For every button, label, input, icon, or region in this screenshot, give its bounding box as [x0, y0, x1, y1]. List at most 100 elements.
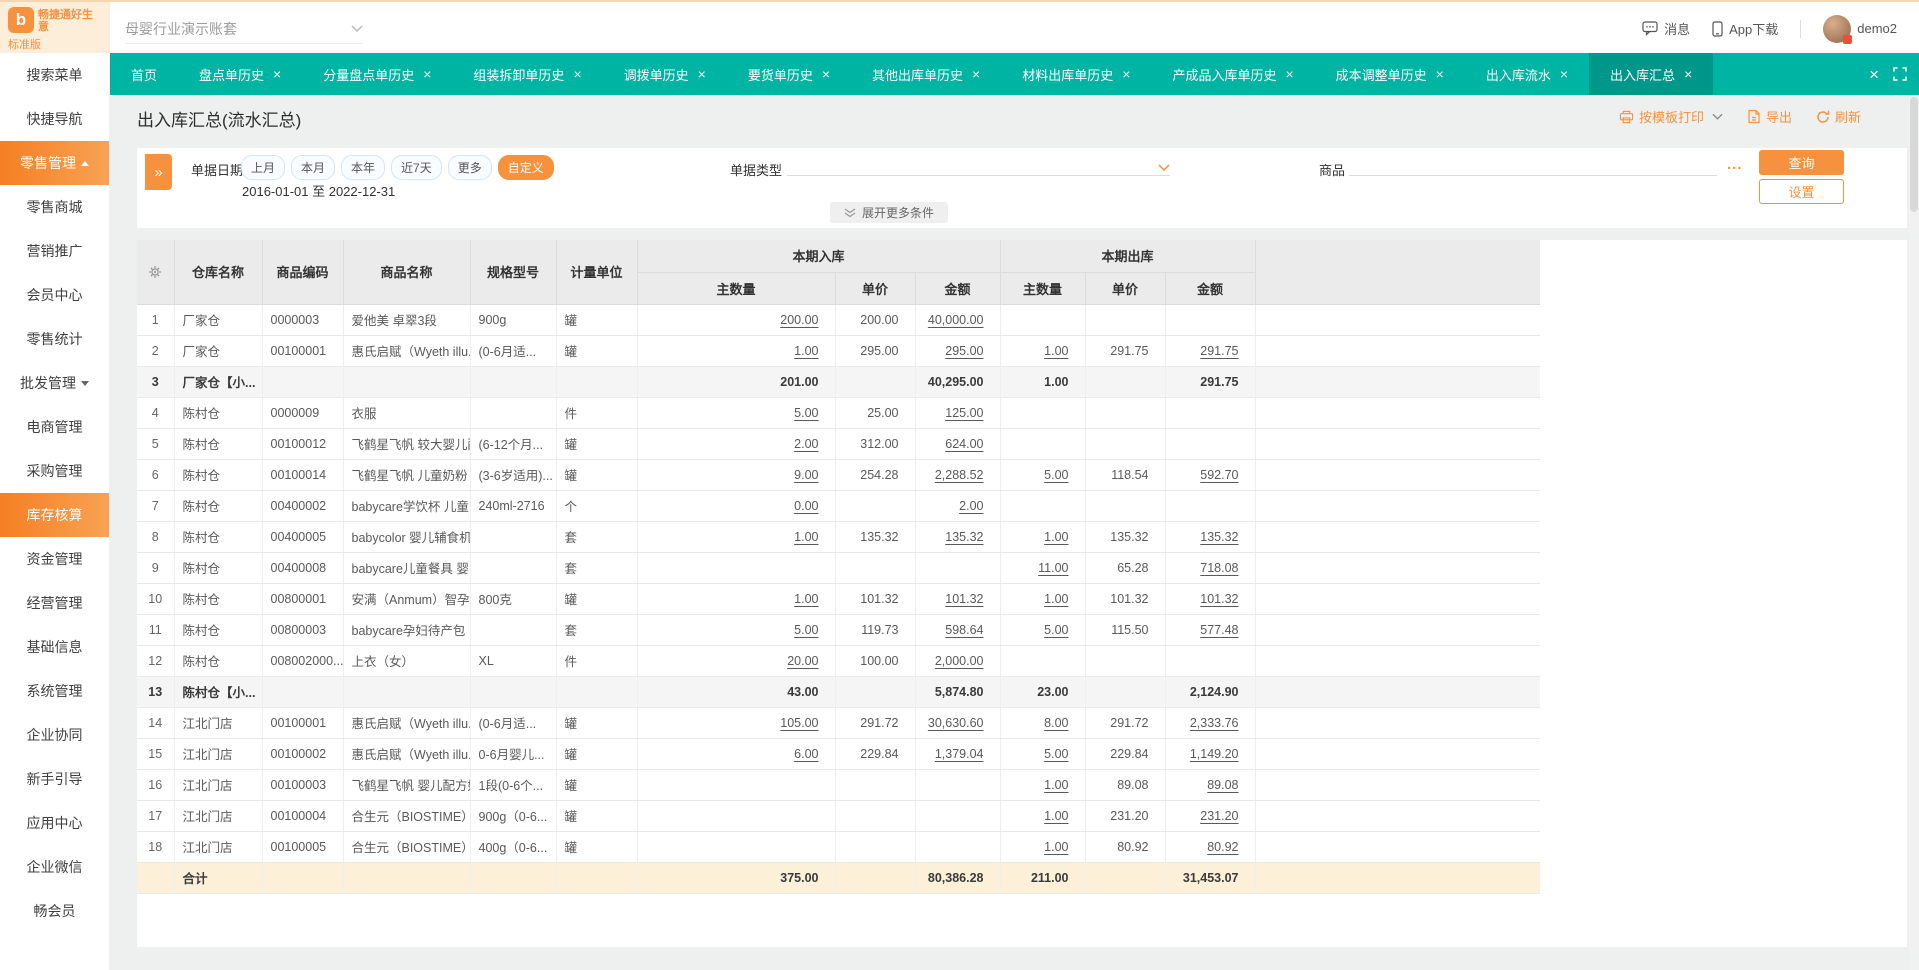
drilldown-link-out_qty[interactable]: 5.00	[1044, 746, 1069, 761]
date-option-1[interactable]: 本月	[291, 155, 336, 180]
app-download-button[interactable]: App下载	[1712, 19, 1778, 38]
tab-close-icon[interactable]: ×	[972, 66, 981, 82]
column-settings-button[interactable]	[137, 240, 175, 305]
tab-10[interactable]: 出入库流水 ×	[1465, 53, 1589, 95]
date-option-0[interactable]: 上月	[241, 155, 286, 180]
tab-8[interactable]: 产成品入库单历史 ×	[1151, 53, 1314, 95]
drilldown-link-out_amount[interactable]: 577.48	[1200, 622, 1239, 637]
sidebar-item-16[interactable]: 新手引导	[0, 757, 109, 801]
sidebar-item-5[interactable]: 会员中心	[0, 273, 109, 317]
drilldown-link-out_qty[interactable]: 8.00	[1044, 715, 1069, 730]
drilldown-link-in_qty[interactable]: 9.00	[794, 467, 819, 482]
sidebar-item-6[interactable]: 零售统计	[0, 317, 109, 361]
drilldown-link-in_qty[interactable]: 5.00	[794, 622, 819, 637]
drilldown-link-in_qty[interactable]: 6.00	[794, 746, 819, 761]
tab-close-icon[interactable]: ×	[1285, 66, 1294, 82]
drilldown-link-in_amount[interactable]: 598.64	[945, 622, 984, 637]
sidebar-item-15[interactable]: 企业协同	[0, 713, 109, 757]
export-button[interactable]: 导出	[1747, 107, 1792, 126]
drilldown-link-in_qty[interactable]: 1.00	[794, 343, 819, 358]
drilldown-link-in_amount[interactable]: 125.00	[945, 405, 984, 420]
drilldown-link-in_qty[interactable]: 5.00	[794, 405, 819, 420]
sidebar-item-14[interactable]: 系统管理	[0, 669, 109, 713]
scrollbar-thumb[interactable]	[1910, 97, 1918, 212]
tab-6[interactable]: 其他出库单历史 ×	[851, 53, 1001, 95]
drilldown-link-in_amount[interactable]: 2,288.52	[934, 467, 984, 482]
tab-close-icon[interactable]: ×	[697, 66, 706, 82]
account-select[interactable]: 母婴行业演示账套	[125, 14, 363, 44]
drilldown-link-out_qty[interactable]: 1.00	[1044, 591, 1069, 606]
drilldown-link-in_amount[interactable]: 1,379.04	[934, 746, 984, 761]
sidebar-item-2[interactable]: 零售管理	[0, 141, 109, 185]
doc-type-select[interactable]	[787, 150, 1170, 176]
close-all-tabs-icon[interactable]: ×	[1869, 64, 1879, 84]
drilldown-link-out_amount[interactable]: 80.92	[1207, 839, 1239, 854]
sidebar-item-11[interactable]: 资金管理	[0, 537, 109, 581]
sidebar-item-13[interactable]: 基础信息	[0, 625, 109, 669]
drilldown-link-out_qty[interactable]: 1.00	[1044, 839, 1069, 854]
tab-close-icon[interactable]: ×	[1122, 66, 1131, 82]
query-button[interactable]: 查询	[1759, 150, 1844, 175]
drilldown-link-out_amount[interactable]: 231.20	[1200, 808, 1239, 823]
date-option-3[interactable]: 近7天	[391, 155, 442, 180]
tab-5[interactable]: 要货单历史 ×	[727, 53, 851, 95]
drilldown-link-in_amount[interactable]: 2.00	[959, 498, 984, 513]
sidebar-item-1[interactable]: 快捷导航	[0, 97, 109, 141]
print-by-template-button[interactable]: 按模板打印	[1619, 107, 1723, 126]
sidebar-item-17[interactable]: 应用中心	[0, 801, 109, 845]
drilldown-link-out_qty[interactable]: 5.00	[1044, 467, 1069, 482]
sidebar-item-12[interactable]: 经营管理	[0, 581, 109, 625]
messages-button[interactable]: 消息	[1642, 19, 1690, 38]
sidebar-item-7[interactable]: 批发管理	[0, 361, 109, 405]
expand-more-conditions-button[interactable]: 展开更多条件	[830, 202, 949, 223]
drilldown-link-in_amount[interactable]: 624.00	[945, 436, 984, 451]
drilldown-link-out_qty[interactable]: 1.00	[1044, 808, 1069, 823]
chevron-down-icon[interactable]	[1712, 113, 1723, 120]
drilldown-link-in_qty[interactable]: 200.00	[780, 312, 819, 327]
sidebar-item-0[interactable]: 搜索菜单	[0, 53, 109, 97]
date-option-custom[interactable]: 自定义	[497, 155, 554, 180]
settings-button[interactable]: 设置	[1759, 179, 1844, 204]
drilldown-link-in_qty[interactable]: 105.00	[780, 715, 819, 730]
sidebar-item-9[interactable]: 采购管理	[0, 449, 109, 493]
date-range-value[interactable]: 2016-01-01 至 2022-12-31	[242, 184, 396, 199]
drilldown-link-out_qty[interactable]: 1.00	[1044, 777, 1069, 792]
collapse-filter-button[interactable]: »	[145, 154, 172, 190]
drilldown-link-out_qty[interactable]: 11.00	[1038, 560, 1069, 575]
drilldown-link-out_amount[interactable]: 291.75	[1200, 343, 1239, 358]
tab-0[interactable]: 首页	[110, 53, 178, 95]
tab-9[interactable]: 成本调整单历史 ×	[1315, 53, 1465, 95]
sidebar-item-8[interactable]: 电商管理	[0, 405, 109, 449]
drilldown-link-in_amount[interactable]: 295.00	[945, 343, 984, 358]
date-option-2[interactable]: 本年	[341, 155, 386, 180]
drilldown-link-out_qty[interactable]: 5.00	[1044, 622, 1069, 637]
user-menu[interactable]: demo2	[1823, 14, 1897, 44]
drilldown-link-out_amount[interactable]: 135.32	[1200, 529, 1239, 544]
drilldown-link-out_qty[interactable]: 1.00	[1044, 529, 1069, 544]
tab-1[interactable]: 盘点单历史 ×	[178, 53, 302, 95]
date-option-4[interactable]: 更多	[447, 155, 492, 180]
tab-7[interactable]: 材料出库单历史 ×	[1001, 53, 1151, 95]
drilldown-link-out_amount[interactable]: 1,149.20	[1189, 746, 1239, 761]
tab-close-icon[interactable]: ×	[273, 66, 282, 82]
drilldown-link-in_amount[interactable]: 101.32	[945, 591, 984, 606]
drilldown-link-out_amount[interactable]: 2,333.76	[1189, 715, 1239, 730]
drilldown-link-out_amount[interactable]: 89.08	[1207, 777, 1239, 792]
fullscreen-icon[interactable]	[1893, 67, 1907, 81]
tab-4[interactable]: 调拨单历史 ×	[603, 53, 727, 95]
tab-close-icon[interactable]: ×	[423, 66, 432, 82]
sidebar-item-18[interactable]: 企业微信	[0, 845, 109, 889]
product-input[interactable]	[1349, 150, 1717, 176]
drilldown-link-in_amount[interactable]: 135.32	[945, 529, 984, 544]
sidebar-item-10[interactable]: 库存核算	[0, 493, 109, 537]
vertical-scrollbar[interactable]	[1909, 95, 1919, 970]
refresh-button[interactable]: 刷新	[1816, 107, 1861, 126]
sidebar-item-19[interactable]: 畅会员	[0, 889, 109, 933]
drilldown-link-in_amount[interactable]: 2,000.00	[934, 653, 984, 668]
tab-2[interactable]: 分量盘点单历史 ×	[302, 53, 452, 95]
drilldown-link-in_amount[interactable]: 40,000.00	[927, 312, 984, 327]
tab-close-icon[interactable]: ×	[1559, 66, 1569, 82]
sidebar-item-3[interactable]: 零售商城	[0, 185, 109, 229]
drilldown-link-out_amount[interactable]: 718.08	[1200, 560, 1239, 575]
drilldown-link-in_qty[interactable]: 1.00	[794, 529, 819, 544]
